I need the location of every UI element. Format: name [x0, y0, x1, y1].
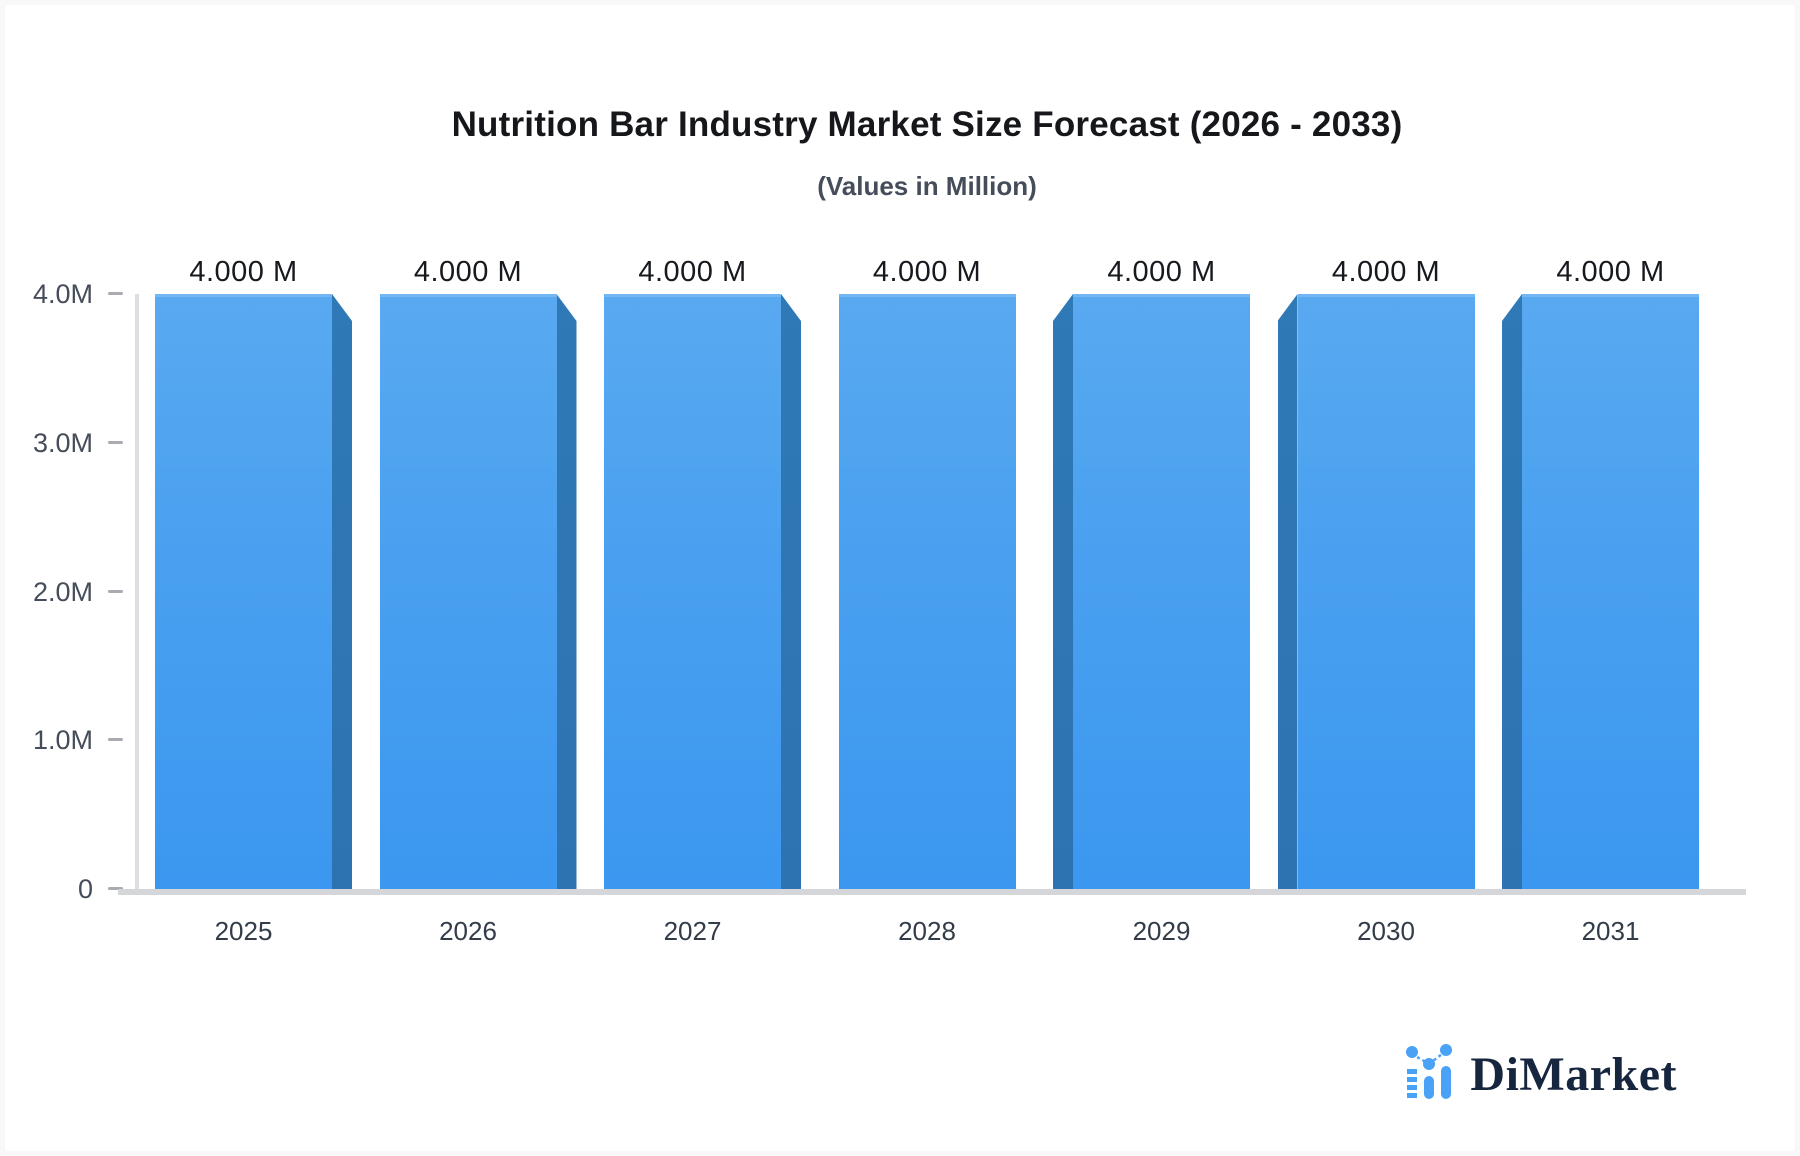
- x-axis-label-2030: 2030: [1357, 916, 1415, 946]
- bar-value-label: 4.000 M: [872, 256, 982, 288]
- bar-3d-side: [781, 294, 801, 889]
- bar-3d-side: [556, 294, 577, 889]
- y-axis-tick: [108, 292, 123, 295]
- bar-2026[interactable]: [379, 294, 557, 889]
- bar-3d-side: [1502, 294, 1522, 889]
- y-axis-tick: [108, 738, 123, 741]
- y-axis-label-1m: 1.0M: [32, 725, 93, 755]
- bar-3d-side: [1277, 294, 1298, 889]
- bar-group-2031: 4.000 M 2031: [1502, 256, 1699, 946]
- x-axis-label-2029: 2029: [1132, 916, 1191, 946]
- bar-group-2027: 4.000 M 2027: [604, 256, 801, 946]
- bar-3d-side: [332, 294, 352, 889]
- bar-value-label: 4.000 M: [1556, 256, 1665, 288]
- bar-2029[interactable]: [1073, 294, 1250, 889]
- bar-value-label: 4.000 M: [1107, 256, 1216, 288]
- bar-group-2025: 4.000 M 2025: [155, 256, 352, 946]
- y-axis-tick: [108, 441, 123, 444]
- y-axis-line: [135, 294, 139, 890]
- bar-value-label: 4.000 M: [638, 256, 747, 288]
- bar-2025[interactable]: [155, 294, 332, 889]
- chart-title: Nutrition Bar Industry Market Size Forec…: [451, 105, 1403, 144]
- y-axis-tick: [108, 887, 123, 890]
- y-axis-label-3m: 3.0M: [32, 428, 93, 458]
- plot-area: 4.000 M 2025 4.000 M 2026 4.000 M 2027 4…: [155, 256, 1699, 946]
- brand-logo[interactable]: DiMarket: [1402, 1041, 1677, 1101]
- bar-chart-logo-icon: [1406, 1044, 1453, 1099]
- bar-value-label: 4.000 M: [413, 256, 523, 288]
- bar-2028[interactable]: [838, 294, 1016, 889]
- brand-name: DiMarket: [1470, 1048, 1677, 1101]
- bar-2027[interactable]: [604, 294, 781, 889]
- x-axis-label-2031: 2031: [1581, 916, 1640, 946]
- y-axis-tick: [108, 590, 123, 593]
- bar-group-2026: 4.000 M 2026: [379, 256, 577, 946]
- bar-value-label: 4.000 M: [1331, 256, 1441, 288]
- bar-2030[interactable]: [1297, 294, 1475, 889]
- x-axis-label-2026: 2026: [439, 916, 497, 946]
- y-axis-label-2m: 2.0M: [32, 577, 93, 607]
- bar-group-2030: 4.000 M 2030: [1277, 256, 1475, 946]
- x-axis-label-2028: 2028: [898, 916, 956, 946]
- bar-group-2028: 4.000 M 2028: [829, 256, 1026, 946]
- chart-subtitle: (Values in Million): [817, 171, 1037, 201]
- y-axis-label-0: 0: [77, 874, 93, 904]
- x-axis-baseline: [118, 889, 1746, 895]
- bar-value-label: 4.000 M: [189, 256, 298, 288]
- bar-2031[interactable]: [1522, 294, 1699, 889]
- x-axis-label-2025: 2025: [214, 916, 273, 946]
- bar-3d-side: [1053, 294, 1073, 889]
- y-axis-label-4m: 4.0M: [32, 279, 93, 309]
- bar-group-2029: 4.000 M 2029: [1053, 256, 1250, 946]
- x-axis-label-2027: 2027: [663, 916, 722, 946]
